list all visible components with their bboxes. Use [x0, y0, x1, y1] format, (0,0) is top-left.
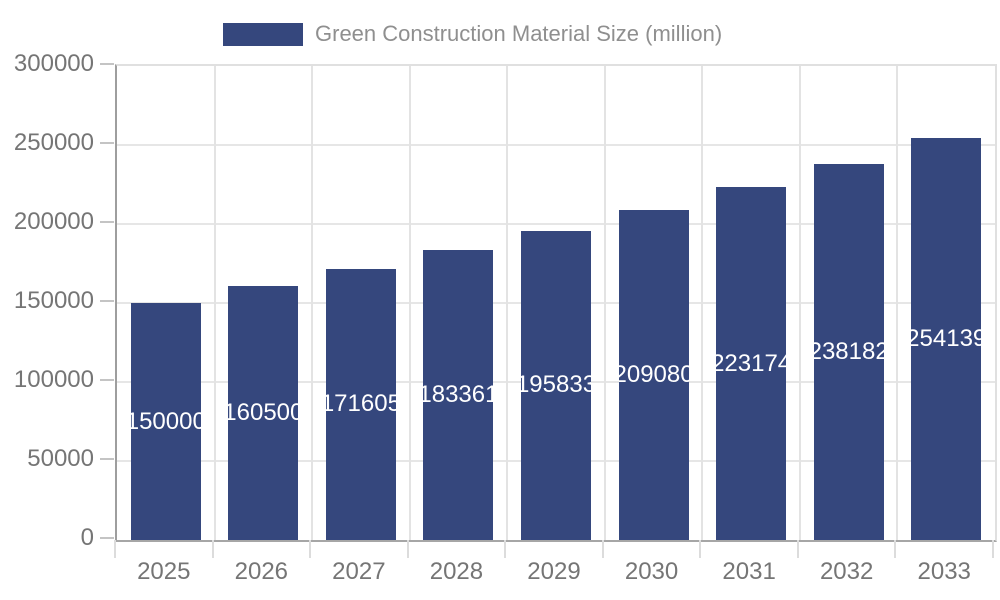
- bar-value-label: 254139: [911, 325, 982, 353]
- x-axis-tick: [211, 540, 214, 558]
- y-axis-tick: [100, 537, 114, 539]
- bar-value-label: 183361: [423, 381, 494, 409]
- x-axis-tick: [114, 540, 116, 558]
- v-gridline: [311, 66, 314, 540]
- bar-2025[interactable]: 150000: [130, 303, 201, 540]
- x-axis-tick: [796, 540, 799, 558]
- bar-2033[interactable]: 254139: [911, 138, 982, 540]
- x-axis-label-2025: 2025: [137, 558, 191, 585]
- x-axis-label-2027: 2027: [332, 558, 386, 585]
- x-axis-label-2030: 2030: [624, 558, 679, 585]
- x-axis-label-2028: 2028: [429, 558, 484, 585]
- y-axis-label: 50000: [27, 445, 94, 472]
- y-axis-label: 100000: [13, 366, 94, 393]
- y-axis-label: 150000: [13, 287, 94, 314]
- bar-value-label: 223174: [716, 349, 787, 377]
- bar-value-label: 209080: [618, 360, 689, 388]
- bar-2028[interactable]: 183361: [423, 250, 494, 540]
- x-axis-tick: [406, 540, 409, 558]
- y-axis-label: 0: [80, 524, 94, 551]
- bar-value-label: 195833: [521, 371, 591, 399]
- y-axis-tick: [100, 379, 114, 381]
- h-gridline: [117, 223, 995, 225]
- plot-area: 150000 160500 171605 183361 195833 209080 2231…: [115, 64, 997, 542]
- v-gridline: [603, 66, 606, 540]
- h-gridline: [117, 144, 995, 146]
- bar-value-label: 171605: [325, 390, 396, 418]
- x-axis-tick: [894, 540, 897, 558]
- bar-value-label: 150000: [130, 407, 201, 435]
- legend-label: Green Construction Material Size (millio…: [315, 21, 723, 46]
- y-axis-tick: [100, 63, 114, 65]
- bar-value-label: 160500: [228, 399, 299, 427]
- y-axis-tick: [100, 221, 114, 223]
- bar-2030[interactable]: 209080: [618, 209, 689, 540]
- legend-swatch: [223, 22, 303, 46]
- v-gridline: [506, 66, 509, 540]
- bar-2029[interactable]: 195833: [521, 230, 591, 540]
- y-axis-tick: [100, 458, 114, 460]
- bar-2031[interactable]: 223174: [716, 187, 787, 540]
- y-axis-tick: [100, 142, 114, 144]
- bar-value-label: 238182: [813, 337, 884, 365]
- x-axis-tick: [699, 540, 702, 558]
- x-axis-label-2029: 2029: [527, 558, 581, 585]
- x-axis-label-2031: 2031: [722, 558, 776, 585]
- v-gridline: [798, 66, 801, 540]
- y-axis-label: 200000: [13, 208, 94, 235]
- legend[interactable]: Green Construction Material Size (millio…: [223, 22, 722, 46]
- x-axis-label-2026: 2026: [234, 558, 289, 585]
- x-axis-tick: [504, 540, 507, 558]
- x-axis-tick: [601, 540, 604, 558]
- x-axis-label-2032: 2032: [819, 558, 874, 585]
- x-axis-label-2033: 2033: [917, 558, 971, 585]
- y-axis-tick: [100, 300, 114, 302]
- bar-2026[interactable]: 160500: [228, 286, 299, 540]
- v-gridline: [896, 66, 899, 540]
- v-gridline: [213, 66, 216, 540]
- bar-2032[interactable]: 238182: [813, 163, 884, 540]
- y-axis-label: 300000: [13, 50, 94, 77]
- x-axis-tick: [992, 540, 994, 558]
- bar-2027[interactable]: 171605: [325, 268, 396, 540]
- v-gridline: [408, 66, 411, 540]
- y-axis-label: 250000: [13, 129, 94, 156]
- v-gridline: [701, 66, 704, 540]
- x-axis-tick: [309, 540, 312, 558]
